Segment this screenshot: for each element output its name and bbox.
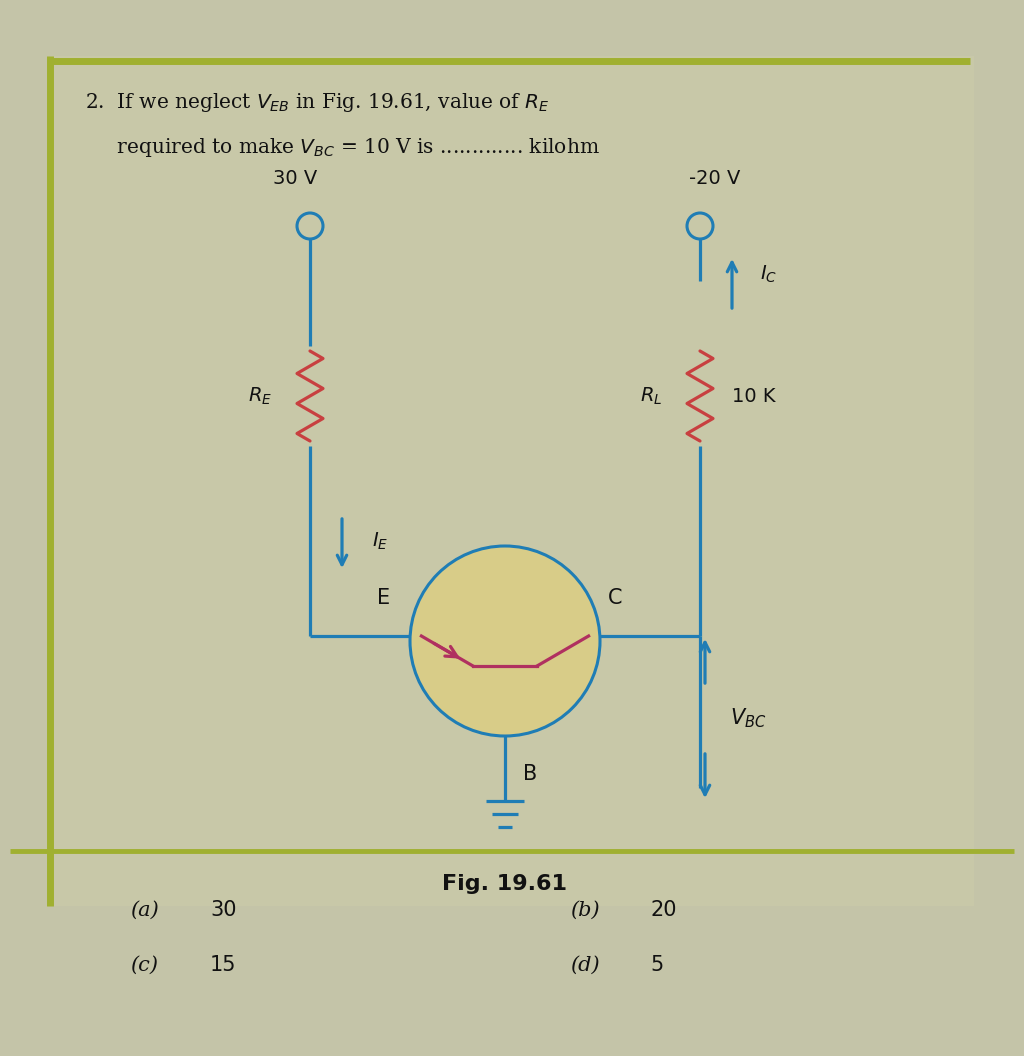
Text: E: E bbox=[377, 588, 390, 608]
Text: 2.  If we neglect $V_{EB}$ in Fig. 19.61, value of $R_E$: 2. If we neglect $V_{EB}$ in Fig. 19.61,… bbox=[85, 91, 550, 114]
Text: $I_E$: $I_E$ bbox=[372, 530, 388, 551]
Text: $R_L$: $R_L$ bbox=[640, 385, 662, 407]
Text: Fig. 19.61: Fig. 19.61 bbox=[442, 874, 567, 894]
Text: 30 V: 30 V bbox=[272, 169, 317, 188]
Text: 10 K: 10 K bbox=[732, 386, 775, 406]
Text: 20: 20 bbox=[650, 900, 677, 920]
Text: $I_C$: $I_C$ bbox=[760, 263, 777, 285]
Text: 15: 15 bbox=[210, 955, 237, 975]
Text: -20 V: -20 V bbox=[689, 169, 740, 188]
FancyBboxPatch shape bbox=[50, 56, 974, 906]
Text: (d): (d) bbox=[570, 956, 600, 975]
Text: required to make $V_{BC}$ = 10 V is ............. kilohm: required to make $V_{BC}$ = 10 V is ....… bbox=[85, 136, 600, 159]
Text: 5: 5 bbox=[650, 955, 664, 975]
Text: (a): (a) bbox=[130, 901, 159, 920]
Text: (c): (c) bbox=[130, 956, 158, 975]
Text: $V_{BC}$: $V_{BC}$ bbox=[730, 706, 766, 731]
Text: 30: 30 bbox=[210, 900, 237, 920]
Text: (b): (b) bbox=[570, 901, 600, 920]
Text: C: C bbox=[608, 588, 623, 608]
Circle shape bbox=[410, 546, 600, 736]
Text: B: B bbox=[523, 763, 538, 784]
Text: $R_E$: $R_E$ bbox=[248, 385, 272, 407]
